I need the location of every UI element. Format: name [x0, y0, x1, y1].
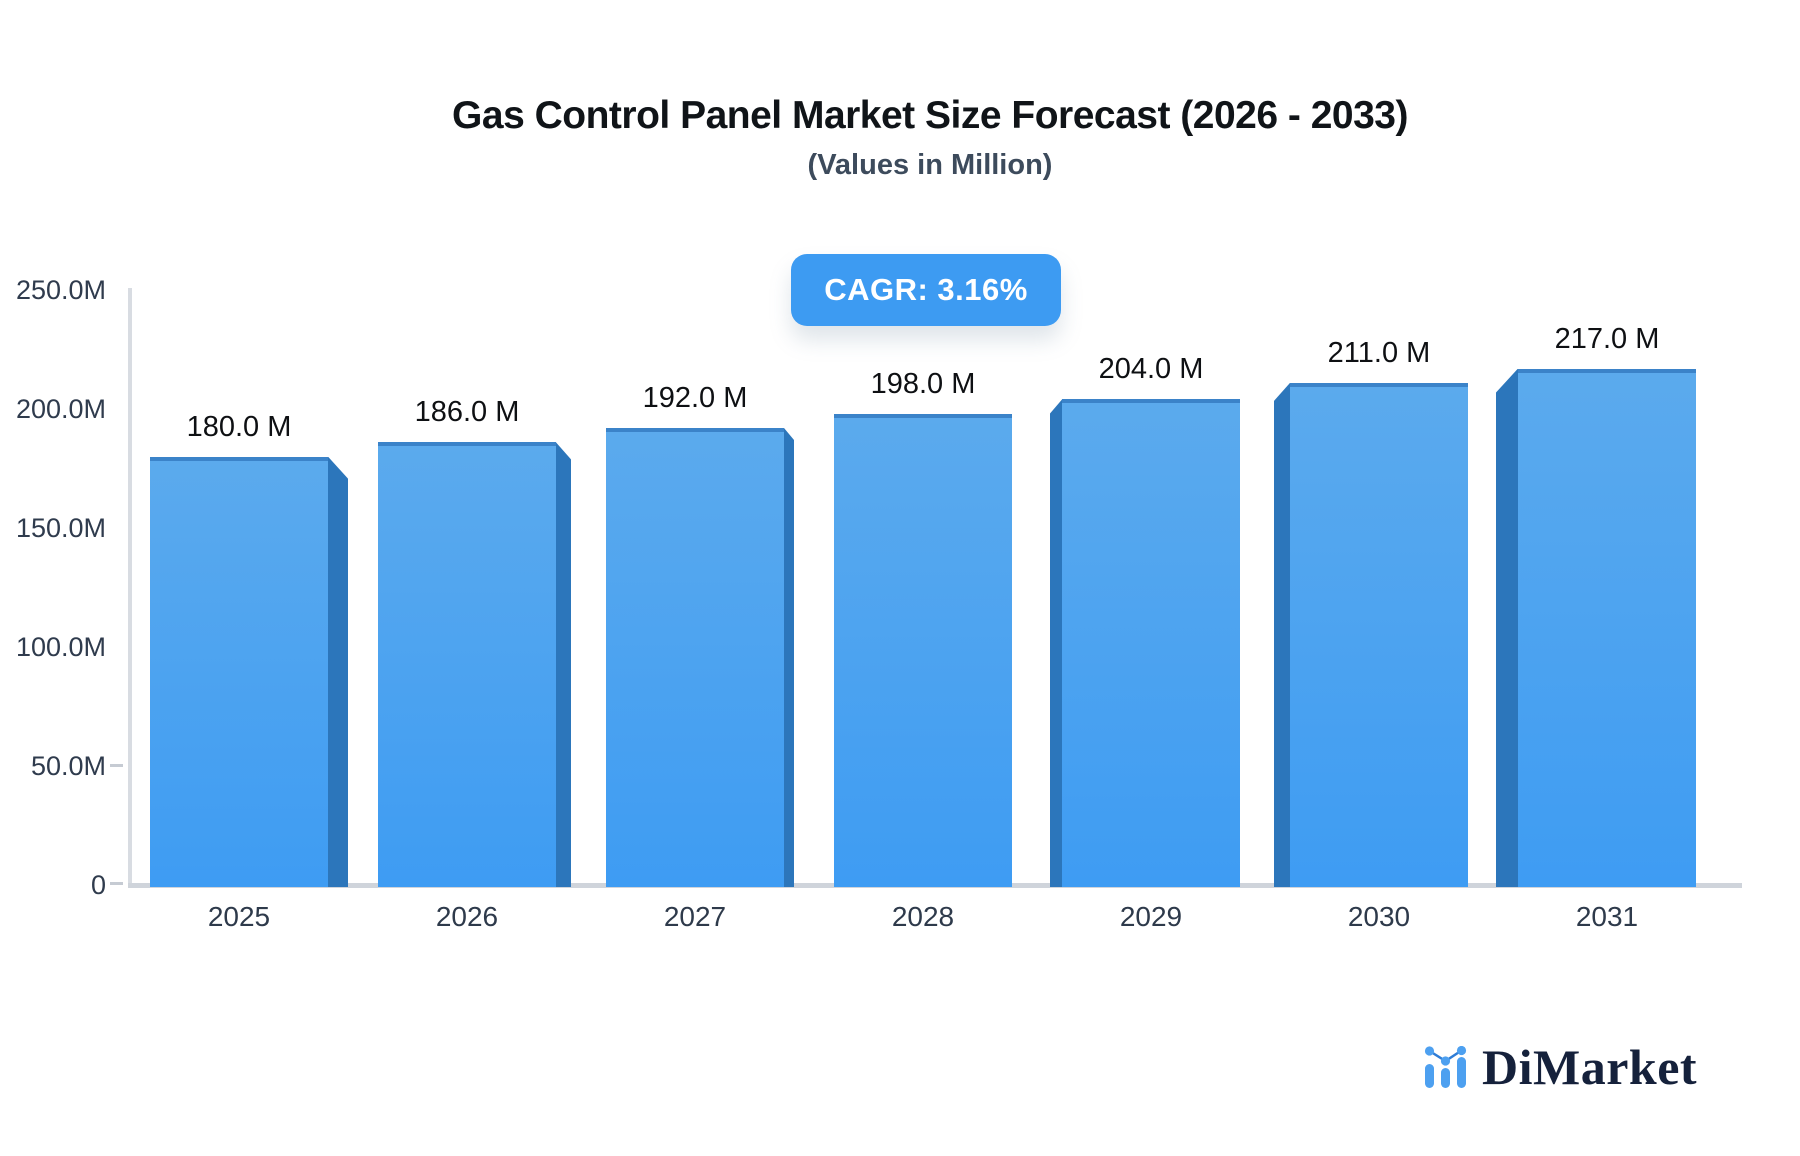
bar-side — [1496, 368, 1518, 887]
bar-side — [556, 442, 571, 887]
bar-value-label: 198.0 M — [870, 367, 976, 400]
y-tick-label: 150.0M — [15, 513, 106, 543]
cagr-badge: CAGR: 3.16% — [791, 254, 1061, 326]
bar-value-label: 186.0 M — [414, 396, 520, 429]
bar — [1290, 382, 1468, 887]
bar — [606, 428, 784, 887]
bar-side — [1274, 382, 1290, 887]
x-tick-label: 2026 — [435, 901, 499, 932]
y-tick-label: 0 — [90, 870, 106, 900]
bar-value-label: 192.0 M — [642, 382, 748, 415]
y-tick-mark — [110, 882, 123, 885]
bar-side — [1050, 399, 1062, 887]
x-tick-label: 2025 — [207, 901, 271, 932]
bar — [378, 442, 556, 887]
x-tick-label: 2027 — [663, 901, 727, 932]
dimarket-logo-icon — [1424, 1046, 1467, 1088]
bar-value-label: 204.0 M — [1098, 353, 1204, 386]
bar-side — [784, 428, 794, 887]
y-axis-line — [128, 288, 132, 887]
bar — [1062, 399, 1240, 887]
brand-logo: DiMarket — [1424, 1039, 1698, 1095]
bar-value-label: 211.0 M — [1327, 336, 1431, 369]
y-tick-label: 200.0M — [15, 394, 106, 424]
cagr-badge-label: CAGR: 3.16% — [824, 272, 1028, 307]
y-tick-label: 50.0M — [30, 751, 106, 781]
brand-name: DiMarket — [1482, 1039, 1698, 1095]
bar — [150, 456, 328, 887]
chart-title: Gas Control Panel Market Size Forecast (… — [452, 94, 1408, 137]
x-tick-label: 2029 — [1119, 901, 1183, 932]
x-tick-label: 2031 — [1575, 901, 1639, 932]
x-tick-label: 2028 — [891, 901, 955, 932]
y-tick-mark — [110, 764, 123, 767]
bar-side — [328, 456, 348, 887]
x-tick-label: 2030 — [1347, 901, 1411, 932]
bar — [1518, 368, 1696, 887]
bar-value-label: 217.0 M — [1554, 322, 1660, 355]
y-tick-label: 250.0M — [15, 275, 106, 305]
y-tick-label: 100.0M — [15, 632, 106, 662]
bar — [834, 413, 1012, 887]
chart-subtitle: (Values in Million) — [807, 149, 1053, 181]
bar-value-label: 180.0 M — [186, 410, 292, 443]
